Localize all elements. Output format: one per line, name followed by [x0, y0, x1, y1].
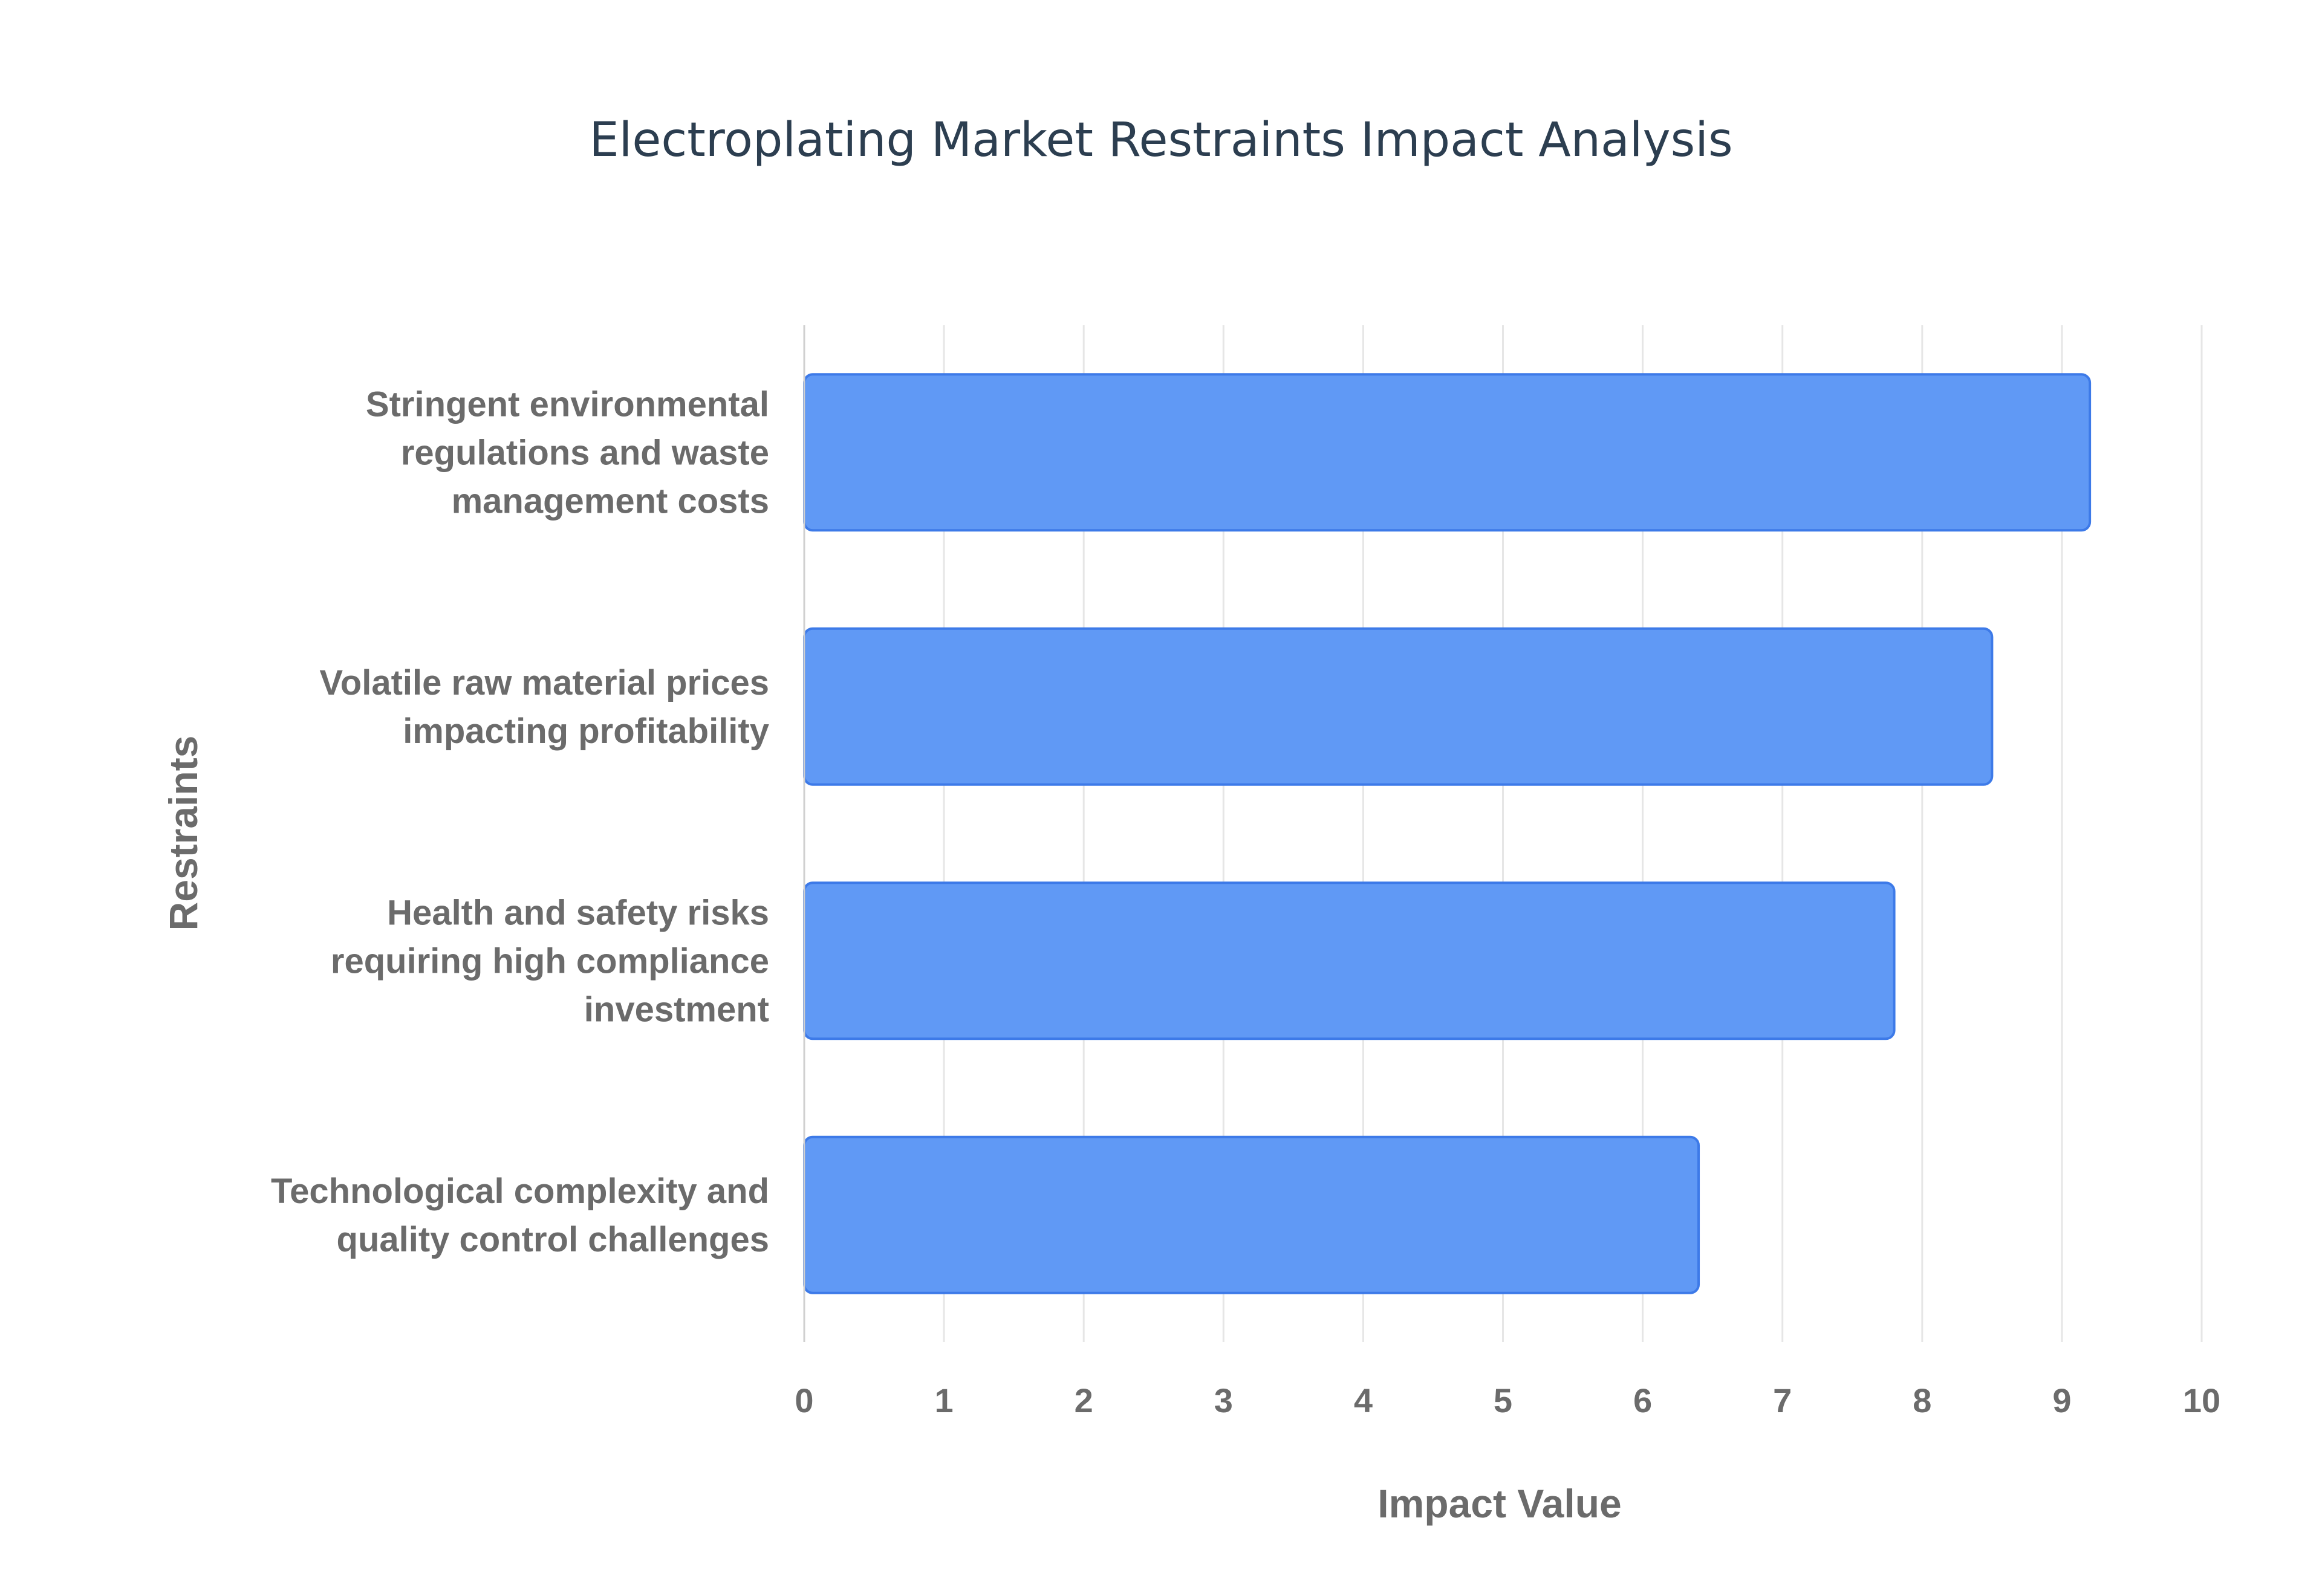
x-tick-label-7: 7	[1773, 1381, 1792, 1419]
category-label-0: Stringent environmental regulations and w…	[366, 384, 769, 521]
x-axis-title: Impact Value	[1377, 1481, 1622, 1526]
category-label-line: management costs	[452, 481, 769, 521]
bars	[803, 373, 2092, 1294]
category-label-2: Health and safety risks requiring high co…	[331, 893, 769, 1029]
y-axis-title: Restraints	[161, 736, 206, 931]
x-tick-labels: 0 1 2 3 4 5 6 7 8 9 10	[795, 1381, 2220, 1419]
x-tick-label-6: 6	[1633, 1381, 1652, 1419]
category-label-line: investment	[584, 990, 769, 1029]
category-label-line: Stringent environmental	[366, 384, 769, 424]
x-tick-label-10: 10	[2183, 1381, 2220, 1419]
category-label-line: Volatile raw material prices	[319, 663, 769, 702]
bar-0	[803, 373, 2092, 532]
bar-2	[803, 881, 1896, 1040]
x-tick-label-8: 8	[1913, 1381, 1931, 1419]
x-tick-label-2: 2	[1075, 1381, 1093, 1419]
category-label-line: Health and safety risks	[387, 893, 769, 932]
category-labels: Stringent environmental regulations and w…	[271, 384, 769, 1259]
category-label-1: Volatile raw material prices impacting pr…	[319, 663, 769, 751]
category-label-3: Technological complexity and quality cont…	[271, 1172, 769, 1259]
x-tick-label-5: 5	[1494, 1381, 1512, 1419]
chart-title: Electroplating Market Restraints Impact …	[589, 113, 1732, 167]
x-tick-label-3: 3	[1214, 1381, 1233, 1419]
category-label-line: regulations and waste	[401, 433, 769, 472]
category-label-line: quality control challenges	[337, 1220, 769, 1259]
category-label-line: impacting profitability	[403, 712, 769, 751]
x-tick-label-0: 0	[795, 1381, 813, 1419]
x-tick-label-1: 1	[935, 1381, 954, 1419]
x-tick-label-9: 9	[2052, 1381, 2071, 1419]
category-label-line: Technological complexity and	[271, 1172, 769, 1211]
x-tick-label-4: 4	[1354, 1381, 1373, 1419]
bar-1	[803, 627, 1994, 786]
bar-3	[803, 1135, 1700, 1294]
category-label-line: requiring high compliance	[331, 941, 769, 981]
